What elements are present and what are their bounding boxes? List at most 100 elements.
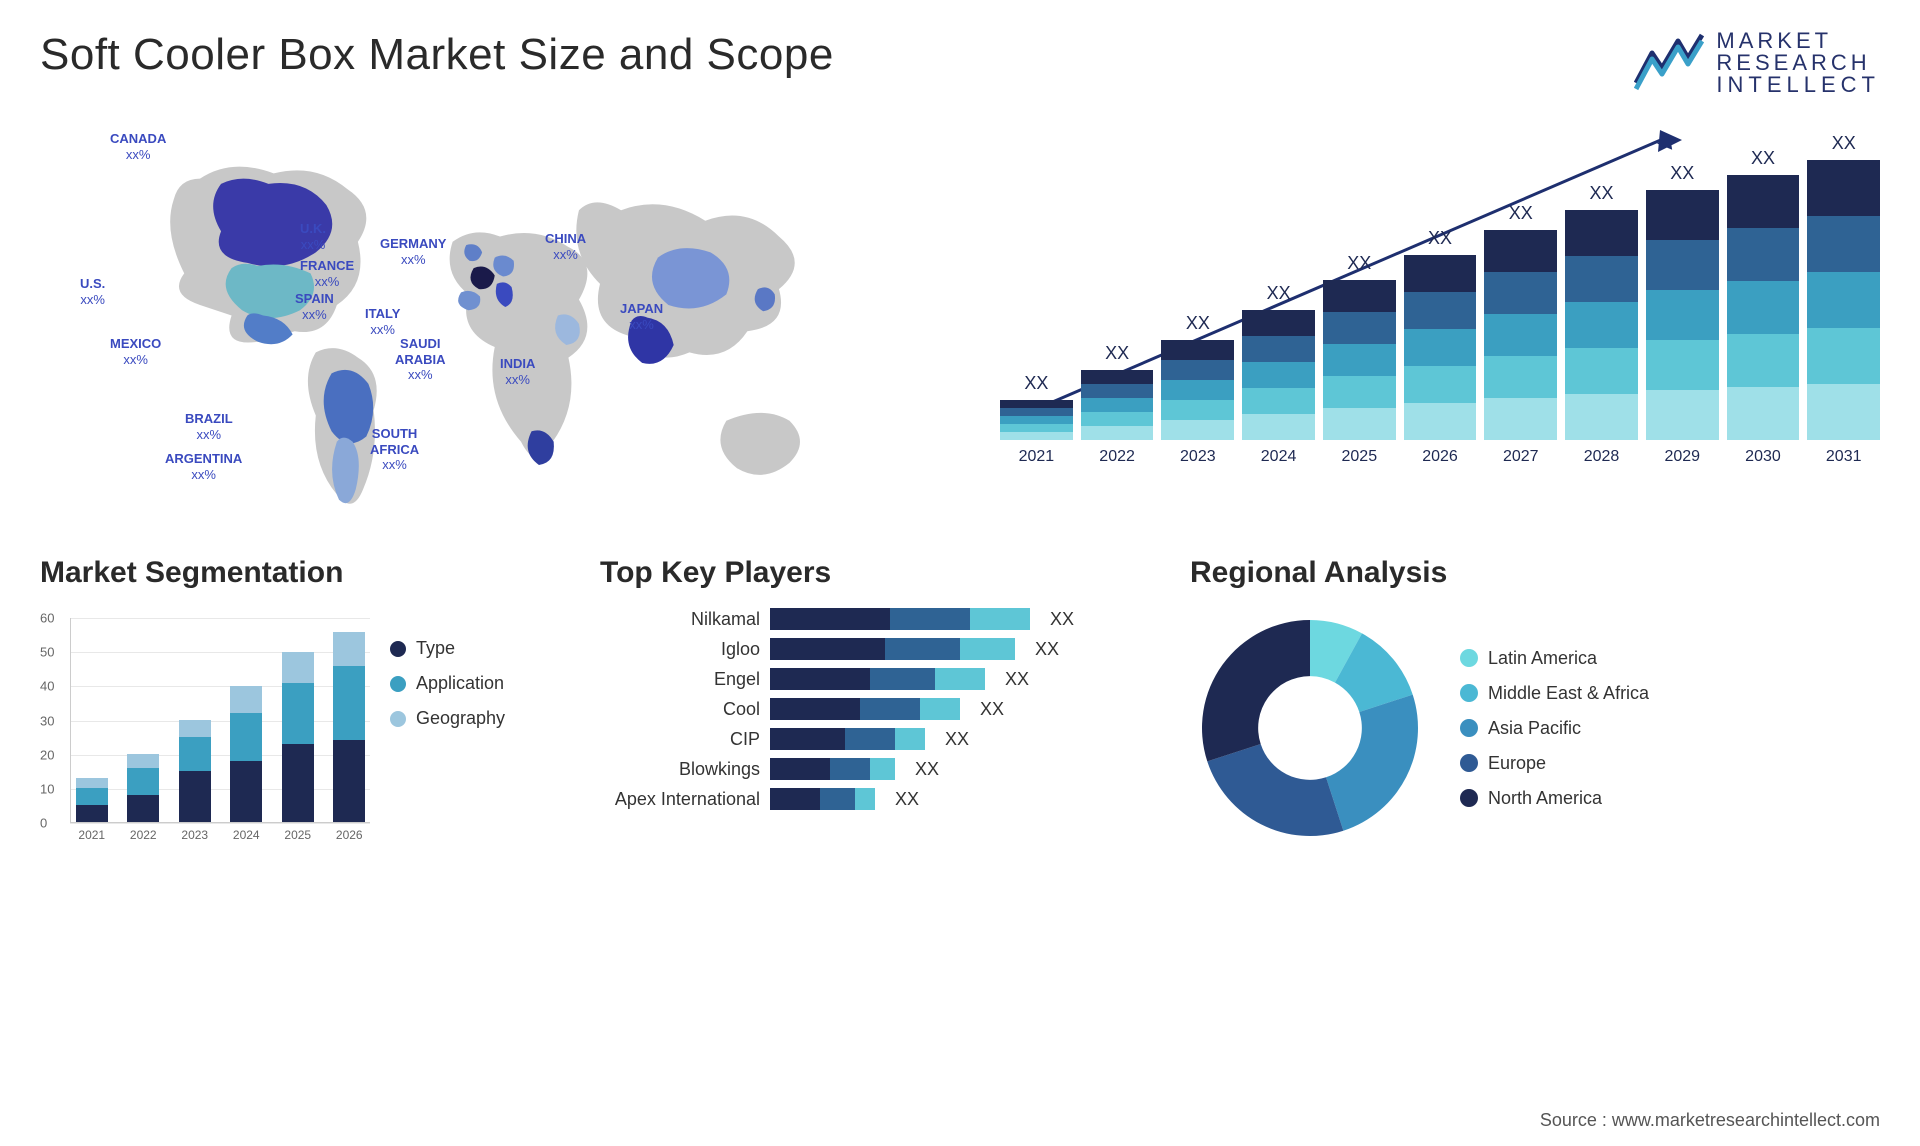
seg-bar-year: 2024 [233,828,260,842]
seg-bar-2024: 2024 [226,618,268,822]
growth-bar-segment [1484,230,1557,272]
seg-legend-swatch [390,711,406,727]
regional-title: Regional Analysis [1190,556,1880,590]
regional-legend-label: Asia Pacific [1488,718,1581,739]
kp-bar-segment [770,788,820,810]
kp-bar-segment [770,608,890,630]
growth-bar-stack [1727,175,1800,440]
kp-bar-segment [890,608,970,630]
growth-bar-year: 2024 [1261,448,1297,466]
growth-bar-stack [1161,340,1234,440]
seg-legend-item: Application [390,673,505,694]
growth-bar-segment [1727,387,1800,440]
page-title: Soft Cooler Box Market Size and Scope [40,30,834,80]
kp-bar-segment [970,608,1030,630]
growth-bar-segment [1565,394,1638,440]
seg-legend-item: Type [390,638,505,659]
growth-bar-segment [1565,348,1638,394]
kp-name: Cool [600,699,760,720]
kp-value: XX [1035,639,1059,660]
growth-bar-segment [1646,340,1719,390]
growth-bar-segment [1000,408,1073,416]
donut-slice [1207,744,1343,836]
seg-legend-label: Application [416,673,504,694]
growth-bar-segment [1323,312,1396,344]
kp-row: Apex InternationalXX [600,788,1120,810]
kp-bar-segment [845,728,895,750]
growth-bar-segment [1000,400,1073,408]
growth-bar-segment [1081,398,1154,412]
seg-bar-segment [282,652,314,683]
kp-name: Blowkings [600,759,760,780]
donut-slice [1202,620,1310,761]
growth-bar-2022: XX2022 [1081,343,1154,466]
kp-row: Blowkings XX [600,758,1120,780]
map-region-au-bg [720,413,800,475]
growth-bar-2029: XX 2029 [1646,163,1719,466]
growth-bar-value: XX [1670,163,1694,184]
segmentation-title: Market Segmentation [40,556,570,590]
growth-bar-segment [1242,310,1315,336]
seg-bar-2023: 2023 [174,618,216,822]
growth-bar-segment [1484,272,1557,314]
seg-legend-swatch [390,676,406,692]
kp-bar-segment [855,788,875,810]
seg-bar-segment [179,737,211,771]
growth-bar-segment [1807,384,1880,440]
growth-bar-value: XX [1347,253,1371,274]
growth-bar-value: XX [1024,373,1048,394]
upper-row: CANADAxx%U.S.xx%MEXICOxx%BRAZILxx%ARGENT… [40,126,1880,526]
seg-legend-label: Geography [416,708,505,729]
seg-bar-segment [230,761,262,822]
growth-bar-segment [1242,388,1315,414]
growth-bar-segment [1484,356,1557,398]
growth-bar-segment [1161,420,1234,440]
growth-bar-year: 2030 [1745,448,1781,466]
seg-bar-segment [282,683,314,744]
seg-bar-segment [76,805,108,822]
growth-bar-segment [1807,272,1880,328]
growth-bar-segment [1807,160,1880,216]
map-label-argentina: ARGENTINAxx% [165,451,242,482]
seg-legend-swatch [390,641,406,657]
growth-bar-segment [1323,376,1396,408]
seg-bar-stack [179,720,211,822]
logo-text-1: MARKET [1716,30,1880,52]
map-label-germany: GERMANYxx% [380,236,446,267]
growth-bar-2025: XX2025 [1323,253,1396,466]
growth-bar-value: XX [1267,283,1291,304]
kp-name: Igloo [600,639,760,660]
growth-bar-segment [1565,210,1638,256]
growth-bar-year: 2028 [1584,448,1620,466]
seg-bar-segment [76,788,108,805]
kp-value: XX [1050,609,1074,630]
growth-bar-segment [1646,290,1719,340]
regional-legend-label: North America [1488,788,1602,809]
seg-legend-item: Geography [390,708,505,729]
kp-row: EngelXX [600,668,1120,690]
kp-name: CIP [600,729,760,750]
seg-bar-segment [179,720,211,737]
kp-value: XX [895,789,919,810]
growth-bar-segment [1484,314,1557,356]
regional-legend-swatch [1460,684,1478,702]
growth-bar-value: XX [1751,148,1775,169]
lower-row: Market Segmentation 01020304050602021202… [40,556,1880,848]
growth-bar-year: 2029 [1664,448,1700,466]
growth-bar-segment [1323,344,1396,376]
kp-value: XX [915,759,939,780]
growth-bar-2031: XX2031 [1807,133,1880,466]
growth-bar-segment [1807,328,1880,384]
growth-bar-year: 2031 [1826,448,1862,466]
kp-bar [770,668,985,690]
growth-bar-value: XX [1186,313,1210,334]
growth-bar-segment [1081,370,1154,384]
growth-bar-year: 2023 [1180,448,1216,466]
growth-bar-segment [1727,228,1800,281]
growth-bar-segment [1404,403,1477,440]
growth-bar-segment [1484,398,1557,440]
segmentation-panel: Market Segmentation 01020304050602021202… [40,556,570,848]
kp-row: NilkamalXX [600,608,1120,630]
kp-bar [770,608,1030,630]
map-label-brazil: BRAZILxx% [185,411,233,442]
